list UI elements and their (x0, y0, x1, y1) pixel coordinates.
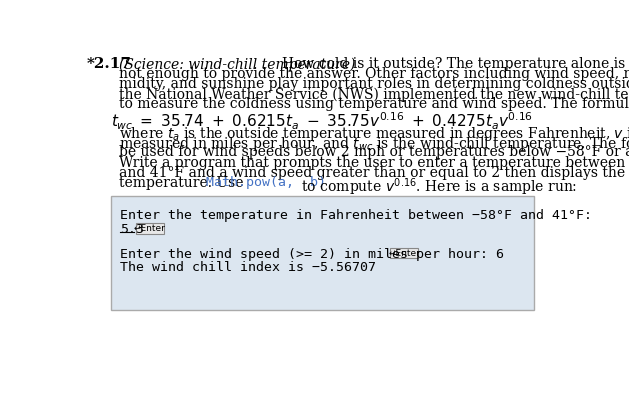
Text: Write a program that prompts the user to enter a temperature between −58°F: Write a program that prompts the user to… (119, 156, 629, 170)
FancyBboxPatch shape (136, 223, 164, 234)
Text: *2.17: *2.17 (86, 57, 131, 71)
Text: not enough to provide the answer. Other factors including wind speed, relative h: not enough to provide the answer. Other … (119, 67, 629, 81)
Text: (Science: wind-chill temperature): (Science: wind-chill temperature) (119, 57, 355, 71)
Text: measured in miles per hour, and $t_{wc}$ is the wind-chill temperature. The form: measured in miles per hour, and $t_{wc}$… (119, 135, 629, 153)
Text: How cold is it outside? The temperature alone is: How cold is it outside? The temperature … (282, 57, 625, 71)
Text: the National Weather Service (NWS) implemented the new wind-chill temperature: the National Weather Service (NWS) imple… (119, 87, 629, 101)
FancyBboxPatch shape (111, 196, 533, 310)
Text: ↵Enter: ↵Enter (388, 249, 420, 258)
Text: to measure the coldness using temperature and wind speed. The formula is: to measure the coldness using temperatur… (119, 97, 629, 111)
Text: be used for wind speeds below 2 mph or temperatures below −58°F or above 41°F.: be used for wind speeds below 2 mph or t… (119, 145, 629, 159)
Text: where $t_a$ is the outside temperature measured in degrees Fahrenheit, $v$ is th: where $t_a$ is the outside temperature m… (119, 125, 629, 143)
Text: The wind chill index is −5.56707: The wind chill index is −5.56707 (121, 261, 377, 274)
Text: ↵Enter: ↵Enter (134, 224, 166, 233)
Text: $t_{wc}\ =\ 35.74\ +\ 0.6215t_a\ -\ 35.75v^{0.16}\ +\ 0.4275t_a v^{0.16}$: $t_{wc}\ =\ 35.74\ +\ 0.6215t_a\ -\ 35.7… (111, 110, 533, 132)
Text: midity, and sunshine play important roles in determining coldness outside. In 20: midity, and sunshine play important role… (119, 77, 629, 91)
Text: Math.pow(a,  b): Math.pow(a, b) (206, 176, 326, 190)
Text: 5.3: 5.3 (121, 223, 145, 237)
Text: Enter the wind speed (>= 2) in miles per hour: 6: Enter the wind speed (>= 2) in miles per… (121, 248, 504, 261)
Text: temperature. Use: temperature. Use (119, 176, 248, 190)
Text: and 41°F and a wind speed greater than or equal to 2 then displays the wind-chil: and 41°F and a wind speed greater than o… (119, 166, 629, 180)
Text: to compute $v^{0.16}$. Here is a sample run:: to compute $v^{0.16}$. Here is a sample … (297, 176, 577, 198)
Text: Enter the temperature in Fahrenheit between −58°F and 41°F:: Enter the temperature in Fahrenheit betw… (121, 209, 593, 222)
FancyBboxPatch shape (390, 248, 418, 259)
